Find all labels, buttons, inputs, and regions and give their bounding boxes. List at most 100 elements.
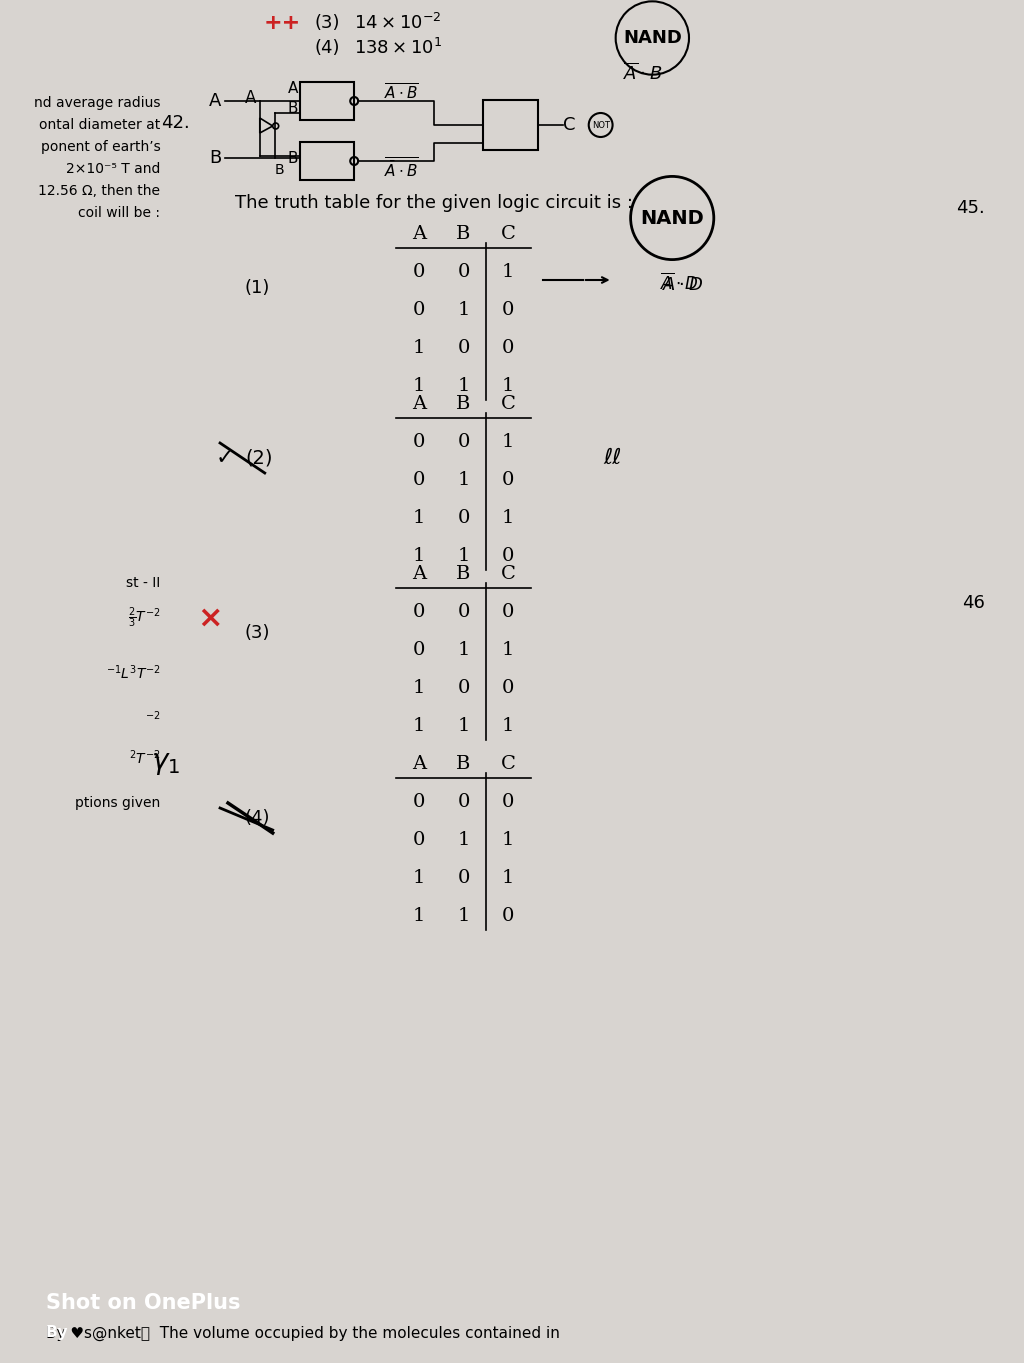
Text: 42.: 42. bbox=[162, 114, 190, 132]
Text: 1: 1 bbox=[502, 717, 514, 735]
Text: 0: 0 bbox=[502, 301, 514, 319]
Text: ponent of earth’s: ponent of earth’s bbox=[41, 140, 161, 154]
Text: 1: 1 bbox=[413, 339, 425, 357]
Text: coil will be :: coil will be : bbox=[79, 206, 161, 219]
Text: 0: 0 bbox=[502, 602, 514, 622]
Text: 0: 0 bbox=[413, 602, 425, 622]
Text: C: C bbox=[501, 225, 516, 243]
Text: 1: 1 bbox=[458, 472, 470, 489]
Text: 0: 0 bbox=[413, 472, 425, 489]
Text: 1: 1 bbox=[458, 641, 470, 658]
Text: 1: 1 bbox=[502, 433, 514, 451]
Text: 0: 0 bbox=[413, 301, 425, 319]
Text: B: B bbox=[457, 755, 471, 773]
Text: $\overline{A} \cdot D$: $\overline{A} \cdot D$ bbox=[660, 273, 698, 293]
Text: 2×10⁻⁵ T and: 2×10⁻⁵ T and bbox=[66, 162, 161, 176]
Text: C: C bbox=[501, 755, 516, 773]
Text: NOT: NOT bbox=[592, 120, 609, 129]
Text: $\overline{\bar{A} \cdot B}$: $\overline{\bar{A} \cdot B}$ bbox=[384, 157, 419, 180]
Text: 0: 0 bbox=[413, 793, 425, 811]
Text: 0: 0 bbox=[458, 793, 470, 811]
Text: 1: 1 bbox=[502, 378, 514, 395]
Text: 1: 1 bbox=[502, 263, 514, 281]
Text: 1: 1 bbox=[413, 906, 425, 925]
Text: B: B bbox=[457, 225, 471, 243]
Text: 0: 0 bbox=[502, 547, 514, 566]
Text: 1: 1 bbox=[458, 906, 470, 925]
Text: 1: 1 bbox=[413, 508, 425, 527]
Text: NAND: NAND bbox=[623, 29, 682, 46]
Text: 45.: 45. bbox=[956, 199, 985, 217]
Text: B: B bbox=[209, 149, 221, 168]
Bar bbox=[483, 99, 538, 150]
Text: 46: 46 bbox=[963, 594, 985, 612]
Text: 1: 1 bbox=[458, 301, 470, 319]
Text: 0: 0 bbox=[458, 870, 470, 887]
Text: By: By bbox=[46, 1325, 73, 1340]
Text: 0: 0 bbox=[458, 433, 470, 451]
Text: A: A bbox=[412, 566, 426, 583]
Text: 1: 1 bbox=[458, 831, 470, 849]
Text: (3): (3) bbox=[245, 624, 270, 642]
Text: 0: 0 bbox=[458, 339, 470, 357]
Text: The truth table for the given logic circuit is :: The truth table for the given logic circ… bbox=[234, 194, 633, 213]
Text: Shot on OnePlus: Shot on OnePlus bbox=[46, 1293, 241, 1313]
Text: A: A bbox=[412, 395, 426, 413]
Text: $\overline{A} \cdot B$: $\overline{A} \cdot B$ bbox=[623, 63, 663, 83]
Text: A: A bbox=[288, 80, 298, 95]
Text: (4): (4) bbox=[314, 40, 340, 57]
Text: (3): (3) bbox=[314, 14, 340, 31]
Text: ontal diameter at: ontal diameter at bbox=[39, 119, 161, 132]
Text: st - II: st - II bbox=[126, 577, 161, 590]
Text: $\gamma_1$: $\gamma_1$ bbox=[151, 750, 180, 777]
Text: NAND: NAND bbox=[640, 209, 705, 228]
Text: B: B bbox=[274, 164, 285, 177]
Text: (4): (4) bbox=[245, 810, 270, 827]
Text: 0: 0 bbox=[413, 831, 425, 849]
Text: ×: × bbox=[198, 604, 223, 632]
Text: 1: 1 bbox=[502, 831, 514, 849]
Text: B: B bbox=[457, 566, 471, 583]
Text: 0: 0 bbox=[413, 263, 425, 281]
Text: (1): (1) bbox=[245, 279, 270, 297]
Text: 1: 1 bbox=[413, 378, 425, 395]
Text: 0: 0 bbox=[502, 339, 514, 357]
Text: C: C bbox=[563, 116, 575, 134]
Text: By ♥s@nket💟  The volume occupied by the molecules contained in: By ♥s@nket💟 The volume occupied by the m… bbox=[46, 1325, 560, 1341]
Text: B: B bbox=[457, 395, 471, 413]
Text: $^2T^{-2}$: $^2T^{-2}$ bbox=[129, 748, 161, 767]
Text: 1: 1 bbox=[413, 547, 425, 566]
Text: 0: 0 bbox=[413, 433, 425, 451]
Text: 1: 1 bbox=[413, 679, 425, 696]
Text: B: B bbox=[288, 101, 298, 116]
Text: C: C bbox=[501, 395, 516, 413]
Text: (2): (2) bbox=[245, 448, 272, 468]
Text: 0: 0 bbox=[458, 679, 470, 696]
Text: $^{-1}L^3T^{-2}$: $^{-1}L^3T^{-2}$ bbox=[105, 664, 161, 683]
Text: 1: 1 bbox=[502, 508, 514, 527]
Text: ✓: ✓ bbox=[216, 448, 234, 468]
Text: $\overline{A \cdot B}$: $\overline{A \cdot B}$ bbox=[384, 83, 419, 104]
Text: 1: 1 bbox=[502, 641, 514, 658]
Text: 0: 0 bbox=[502, 679, 514, 696]
Text: C: C bbox=[501, 566, 516, 583]
Text: 0: 0 bbox=[502, 793, 514, 811]
Text: $138 \times 10^{1}$: $138 \times 10^{1}$ bbox=[354, 38, 442, 59]
Text: $\frac{2}{3}T^{-2}$: $\frac{2}{3}T^{-2}$ bbox=[128, 605, 161, 630]
Text: B: B bbox=[288, 150, 298, 165]
Text: 0: 0 bbox=[458, 508, 470, 527]
Text: 12.56 Ω, then the: 12.56 Ω, then the bbox=[39, 184, 161, 198]
Text: 0: 0 bbox=[458, 263, 470, 281]
Text: 0: 0 bbox=[458, 602, 470, 622]
Text: 0: 0 bbox=[413, 641, 425, 658]
Bar bbox=[300, 142, 354, 180]
Text: A: A bbox=[245, 89, 256, 108]
Text: A: A bbox=[209, 91, 221, 110]
Text: $14 \times 10^{-2}$: $14 \times 10^{-2}$ bbox=[354, 14, 441, 33]
Text: $^{-2}$: $^{-2}$ bbox=[145, 711, 161, 725]
Text: 0: 0 bbox=[502, 472, 514, 489]
Text: ptions given: ptions given bbox=[75, 796, 161, 810]
Text: 1: 1 bbox=[458, 717, 470, 735]
Text: A: A bbox=[412, 755, 426, 773]
Text: 0: 0 bbox=[502, 906, 514, 925]
